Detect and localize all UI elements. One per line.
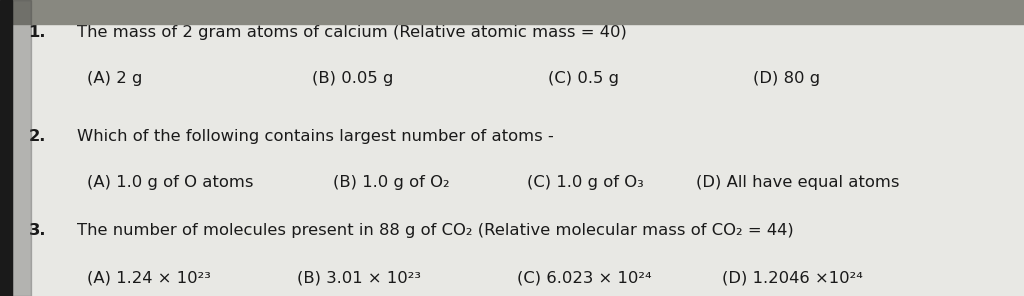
Text: (A) 1.24 × 10²³: (A) 1.24 × 10²³ [87,271,211,286]
Text: 3.: 3. [29,223,46,239]
Bar [12,0,31,296]
Text: (C) 0.5 g: (C) 0.5 g [548,71,618,86]
Text: (C) 6.023 × 10²⁴: (C) 6.023 × 10²⁴ [517,271,651,286]
Text: (B) 1.0 g of O₂: (B) 1.0 g of O₂ [333,175,450,190]
Text: (A) 1.0 g of O atoms: (A) 1.0 g of O atoms [87,175,254,190]
Text: (A) 2 g: (A) 2 g [87,71,142,86]
Text: (D) 80 g: (D) 80 g [753,71,820,86]
Text: (D) All have equal atoms: (D) All have equal atoms [696,175,900,190]
Text: 1.: 1. [29,25,46,40]
Text: The mass of 2 gram atoms of calcium (Relative atomic mass = 40): The mass of 2 gram atoms of calcium (Rel… [77,25,627,40]
Text: (D) 1.2046 ×10²⁴: (D) 1.2046 ×10²⁴ [722,271,863,286]
Text: (C) 1.0 g of O₃: (C) 1.0 g of O₃ [527,175,644,190]
Text: (B) 0.05 g: (B) 0.05 g [312,71,393,86]
Text: (B) 3.01 × 10²³: (B) 3.01 × 10²³ [297,271,421,286]
Text: Which of the following contains largest number of atoms -: Which of the following contains largest … [77,129,554,144]
Text: 2.: 2. [29,129,46,144]
Text: The number of molecules present in 88 g of CO₂ (Relative molecular mass of CO₂ =: The number of molecules present in 88 g … [77,223,794,239]
Bar [0,0,12,296]
Bar [12,0,1024,24]
